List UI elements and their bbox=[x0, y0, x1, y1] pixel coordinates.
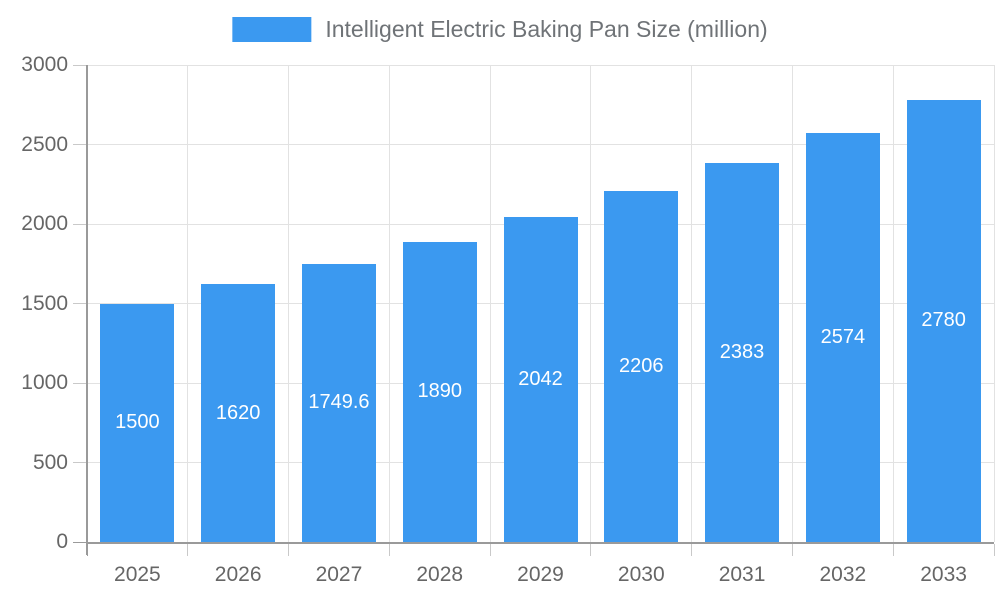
bar-value-label: 2780 bbox=[921, 309, 966, 332]
bar-value-label: 2574 bbox=[820, 325, 866, 348]
bar-value-label: 2383 bbox=[719, 341, 765, 364]
y-axis-tick-label: 500 bbox=[32, 450, 68, 474]
x-axis-tick bbox=[489, 544, 491, 556]
x-axis-tick bbox=[187, 544, 189, 556]
y-axis-tick bbox=[73, 223, 87, 225]
gridline-vertical bbox=[489, 65, 491, 542]
y-axis-tick bbox=[73, 303, 87, 304]
y-axis-line bbox=[86, 65, 88, 555]
y-axis-tick-label: 3000 bbox=[21, 53, 68, 76]
bar-2031[interactable]: 2383 bbox=[705, 163, 780, 542]
gridline-horizontal bbox=[87, 144, 994, 145]
y-axis-tick bbox=[73, 382, 87, 384]
bar-2030[interactable]: 2206 bbox=[604, 191, 679, 542]
gridline-vertical bbox=[892, 65, 894, 542]
gridline-horizontal bbox=[87, 64, 994, 66]
x-axis-tick-label: 2032 bbox=[819, 563, 867, 586]
x-axis-tick bbox=[691, 544, 693, 556]
x-axis-tick-label: 2028 bbox=[416, 563, 464, 586]
bar-value-label: 2042 bbox=[518, 368, 563, 391]
bar-value-label: 1749.6 bbox=[308, 391, 370, 414]
x-axis-tick bbox=[993, 544, 995, 556]
gridline-vertical bbox=[791, 65, 793, 542]
x-axis-tick-label: 2029 bbox=[517, 563, 564, 586]
y-axis-tick bbox=[73, 541, 87, 543]
x-axis-tick bbox=[791, 544, 793, 556]
y-axis-tick bbox=[73, 144, 87, 145]
x-axis-tick-label: 2027 bbox=[315, 563, 363, 586]
bar-2026[interactable]: 1620 bbox=[201, 284, 276, 542]
y-axis-tick-label: 1500 bbox=[21, 291, 68, 315]
legend-swatch bbox=[232, 17, 312, 42]
bar-value-label: 1890 bbox=[417, 380, 462, 403]
x-axis-line bbox=[86, 542, 994, 544]
gridline-vertical bbox=[993, 65, 995, 542]
legend-label: Intelligent Electric Baking Pan Size (mi… bbox=[325, 16, 768, 42]
bar-2029[interactable]: 2042 bbox=[503, 217, 578, 542]
bar-2028[interactable]: 1890 bbox=[402, 241, 477, 542]
bar-2032[interactable]: 2574 bbox=[805, 132, 880, 542]
gridline-vertical bbox=[590, 65, 592, 542]
bar-value-label: 2206 bbox=[619, 355, 664, 378]
x-axis-tick bbox=[288, 544, 290, 556]
bar-value-label: 1500 bbox=[115, 411, 160, 434]
legend-item[interactable]: Intelligent Electric Baking Pan Size (mi… bbox=[232, 16, 768, 43]
x-axis-tick bbox=[590, 544, 592, 556]
gridline-vertical bbox=[288, 65, 290, 542]
bar-2033[interactable]: 2780 bbox=[906, 99, 981, 542]
y-axis-tick-label: 2500 bbox=[21, 132, 68, 156]
bar-2025[interactable]: 1500 bbox=[100, 303, 175, 542]
plot-area: 1500 1620 1749.6 1890 2042 2206 2383 2574 2780 bbox=[73, 64, 995, 556]
x-axis-tick-label: 2026 bbox=[214, 563, 262, 586]
gridline-vertical bbox=[691, 65, 693, 542]
bar-value-label: 1620 bbox=[215, 401, 261, 424]
gridline-vertical bbox=[388, 65, 390, 542]
y-axis-tick-label: 1000 bbox=[21, 371, 68, 394]
x-axis-tick bbox=[892, 544, 894, 556]
x-axis-tick-label: 2033 bbox=[920, 563, 967, 586]
x-axis-tick-label: 2031 bbox=[718, 563, 766, 586]
x-axis-tick-label: 2025 bbox=[114, 563, 161, 586]
y-axis-tick bbox=[73, 462, 87, 463]
y-axis-tick-label: 2000 bbox=[21, 212, 68, 235]
y-axis-tick bbox=[73, 64, 87, 66]
x-axis-tick-label: 2030 bbox=[617, 563, 665, 586]
bar-2027[interactable]: 1749.6 bbox=[301, 263, 376, 542]
gridline-vertical bbox=[187, 65, 189, 542]
y-axis-tick-label: 0 bbox=[56, 530, 68, 553]
x-axis-tick bbox=[388, 544, 390, 556]
